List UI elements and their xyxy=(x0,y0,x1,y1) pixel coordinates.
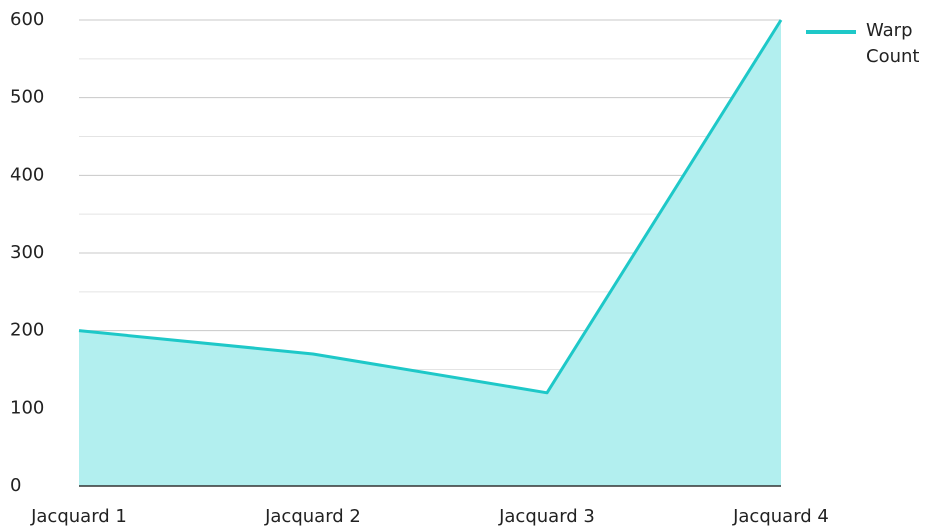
y-tick-label: 0 xyxy=(10,475,21,496)
area-fill xyxy=(79,20,781,486)
x-tick-label: Jacquard 3 xyxy=(498,506,595,527)
legend-label: Warp Count xyxy=(866,20,920,67)
y-tick-label: 100 xyxy=(10,397,44,418)
y-tick-label: 400 xyxy=(10,164,44,185)
legend: Warp Count xyxy=(806,18,938,70)
x-tick-label: Jacquard 2 xyxy=(264,506,361,527)
legend-swatch xyxy=(806,30,856,34)
x-tick-label: Jacquard 1 xyxy=(30,506,127,527)
y-tick-label: 300 xyxy=(10,242,44,263)
y-tick-label: 600 xyxy=(10,9,44,30)
line xyxy=(78,19,783,395)
x-tick-label: Jacquard 4 xyxy=(732,506,829,527)
y-tick-label: 200 xyxy=(10,320,44,341)
y-tick-label: 500 xyxy=(10,87,44,108)
